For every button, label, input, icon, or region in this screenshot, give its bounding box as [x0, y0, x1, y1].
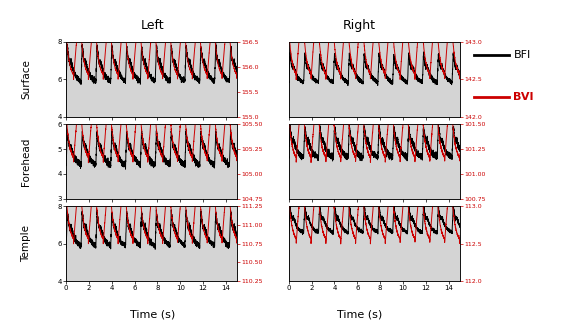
Text: BFI: BFI [513, 50, 531, 60]
Text: Forehead: Forehead [21, 137, 31, 186]
Text: Right: Right [343, 19, 376, 32]
Text: Time (s): Time (s) [337, 310, 382, 320]
Text: BVI: BVI [513, 92, 534, 102]
Text: Time (s): Time (s) [130, 310, 175, 320]
Text: Left: Left [140, 19, 164, 32]
Text: Temple: Temple [21, 225, 31, 262]
Text: Surface: Surface [21, 59, 31, 99]
